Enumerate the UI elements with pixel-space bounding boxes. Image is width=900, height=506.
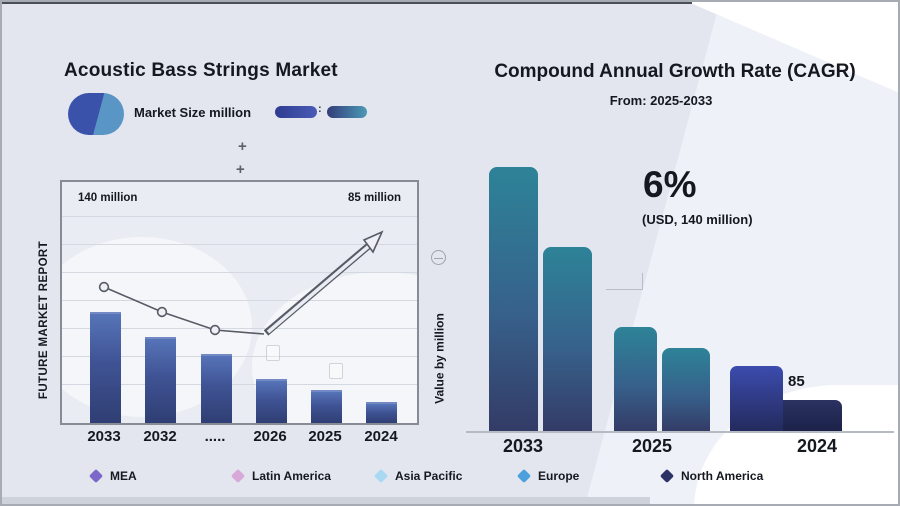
x-label-2032: 2032 xyxy=(143,428,177,445)
plus-mark-icon: + xyxy=(236,161,245,178)
market-size-legend-label: Market Size million xyxy=(134,105,252,120)
x-label-2024: 2024 xyxy=(796,436,838,456)
legend-label: North America xyxy=(681,469,764,483)
gridline xyxy=(62,384,417,385)
legend-label: Latin America xyxy=(252,469,331,483)
legend-item-europe: Europe xyxy=(516,468,580,484)
trend-marker xyxy=(156,306,168,318)
arrow-shaft-fill xyxy=(266,244,371,334)
bar-2024 xyxy=(366,402,397,423)
legend-item-latin-america: Latin America xyxy=(230,468,331,484)
gridline xyxy=(62,300,417,301)
cagr-note: (USD, 140 million) xyxy=(642,212,753,227)
annotation-140-million: 140 million xyxy=(78,192,138,204)
cagr-value: 6% xyxy=(643,164,697,205)
x-label-dots: ..... xyxy=(204,428,226,445)
legend-item-north-america: North America xyxy=(659,468,764,484)
cagr-bar-2025-a xyxy=(614,327,657,432)
x-label-2024: 2024 xyxy=(364,428,398,445)
x-label-2033: 2033 xyxy=(87,428,121,445)
trend-line-overlay xyxy=(98,230,384,336)
cagr-subtitle: From: 2025-2033 xyxy=(609,93,713,108)
ratio-colon: : xyxy=(318,103,322,115)
gridline xyxy=(62,328,417,329)
legend-item-mea: MEA xyxy=(88,468,137,484)
bar-2026 xyxy=(256,379,287,423)
legend-label: MEA xyxy=(110,469,137,483)
legend-label: Asia Pacific xyxy=(395,469,463,483)
diamond-icon xyxy=(516,468,532,484)
diamond-icon xyxy=(88,468,104,484)
diamond-icon xyxy=(373,468,389,484)
trend-marker xyxy=(98,281,110,293)
data-label-85: 85 xyxy=(788,373,805,390)
legend-label: Europe xyxy=(538,469,580,483)
gridline xyxy=(62,244,417,245)
x-label-2026: 2026 xyxy=(253,428,287,445)
top-edge-line xyxy=(2,2,692,4)
diamond-icon xyxy=(659,468,675,484)
ratio-pill-left-icon xyxy=(275,106,317,118)
value-by-million-axis-label: Value by million xyxy=(432,313,447,404)
market-size-cylinder-icon xyxy=(68,93,124,135)
trend-line xyxy=(103,286,265,335)
bar-2032 xyxy=(145,337,176,423)
cagr-bar-2024-b xyxy=(783,400,842,432)
bar-mid-years xyxy=(201,354,232,423)
cagr-bar-2033-b xyxy=(543,247,592,432)
bottom-edge-strip xyxy=(2,497,650,504)
annotation-85-million: 85 million xyxy=(347,192,401,204)
market-size-chart: 140 million 85 million xyxy=(60,180,419,425)
x-label-2025: 2025 xyxy=(631,436,673,456)
right-chart-axis-line xyxy=(466,431,894,433)
ratio-pill-right-icon xyxy=(327,106,367,118)
corner-bracket-decoration xyxy=(606,273,643,290)
diamond-icon xyxy=(230,468,246,484)
gridline xyxy=(62,216,417,217)
watermark-glyph xyxy=(329,363,343,379)
page-title: Acoustic Bass Strings Market xyxy=(64,60,338,81)
bar-2025 xyxy=(311,390,342,423)
arrow-head-icon xyxy=(362,230,384,254)
watermark-glyph xyxy=(266,345,280,361)
gridline xyxy=(62,272,417,273)
gridline xyxy=(62,356,417,357)
x-label-2033: 2033 xyxy=(502,436,544,456)
plus-mark-icon: + xyxy=(238,138,247,155)
side-watermark-text: FUTURE MARKET REPORT xyxy=(38,240,50,400)
legend-item-asia-pacific: Asia Pacific xyxy=(373,468,463,484)
cagr-title: Compound Annual Growth Rate (CAGR) xyxy=(494,61,856,82)
bar-2033 xyxy=(90,312,121,423)
cagr-bar-2033-a xyxy=(489,167,538,432)
cagr-bar-2025-b xyxy=(662,348,710,432)
cagr-bar-2024-a xyxy=(730,366,783,432)
x-label-2025: 2025 xyxy=(308,428,342,445)
minus-circle-icon xyxy=(431,250,446,265)
trend-marker xyxy=(209,324,221,336)
